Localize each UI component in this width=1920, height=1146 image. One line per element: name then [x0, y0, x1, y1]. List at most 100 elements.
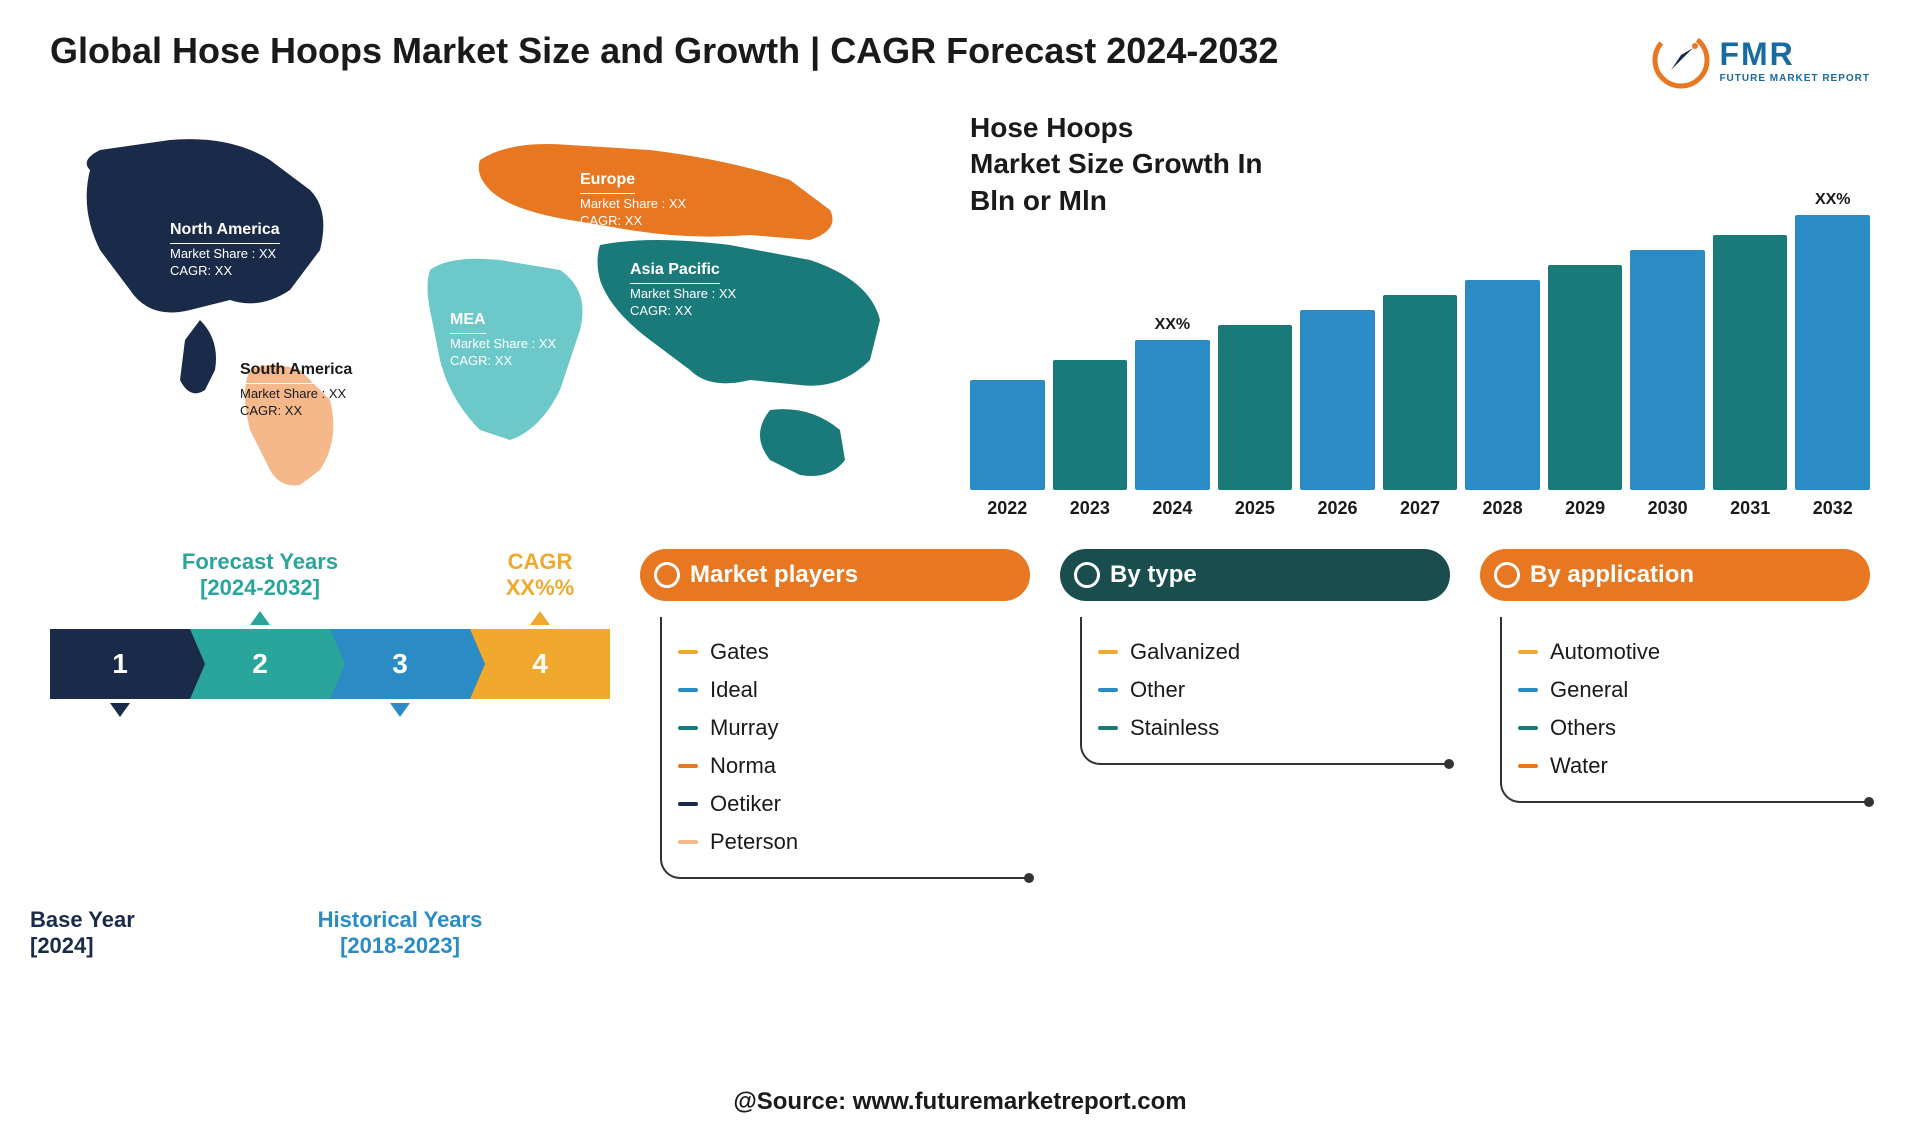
logo-text: FMR [1719, 36, 1870, 73]
bar [1135, 340, 1210, 490]
bar [1218, 325, 1293, 490]
bar-2025: 2025 [1218, 301, 1293, 519]
category-item: Peterson [678, 823, 1030, 861]
category-item-label: Oetiker [710, 791, 781, 817]
bar [970, 380, 1045, 490]
marker-icon [678, 726, 698, 730]
marker-icon [1518, 764, 1538, 768]
category-item: Norma [678, 747, 1030, 785]
category-item: Gates [678, 633, 1030, 671]
source-text: @Source: www.futuremarketreport.com [733, 1088, 1186, 1116]
category-by-type: By type Galvanized OtherStainless [1060, 549, 1450, 879]
marker-icon [1518, 650, 1538, 654]
category-item-label: Ideal [710, 677, 758, 703]
timeline-seg-4: 4 [470, 629, 610, 699]
world-map: North AmericaMarket Share : XXCAGR: XX So… [50, 110, 930, 490]
category-item: Water [1518, 747, 1870, 785]
forecast-label: Forecast Years[2024-2032] [170, 549, 350, 601]
logo-subtext: FUTURE MARKET REPORT [1719, 73, 1870, 84]
bar-2032: XX% 2032 [1795, 191, 1870, 519]
marker-icon [678, 764, 698, 768]
category-item: Oetiker [678, 785, 1030, 823]
category-item: Other [1098, 671, 1450, 709]
timeline: Forecast Years[2024-2032] CAGRXX%% 1 2 3… [50, 549, 610, 879]
category-item: General [1518, 671, 1870, 709]
category-item-label: Others [1550, 715, 1616, 741]
bar [1465, 280, 1540, 490]
category-item: Ideal [678, 671, 1030, 709]
bar [1630, 250, 1705, 490]
arrow-down-icon [110, 703, 130, 717]
bar-2022: 2022 [970, 356, 1045, 519]
category-item: Others [1518, 709, 1870, 747]
marker-icon [1098, 688, 1118, 692]
bar-year-label: 2025 [1235, 498, 1275, 519]
timeline-seg-2: 2 [190, 629, 330, 699]
bar [1713, 235, 1788, 490]
timeline-seg-1: 1 [50, 629, 190, 699]
marker-icon [678, 688, 698, 692]
bar [1548, 265, 1623, 490]
category-item-label: Water [1550, 753, 1608, 779]
bar-top-label: XX% [1815, 191, 1851, 211]
region-south-america: South AmericaMarket Share : XXCAGR: XX [240, 360, 352, 420]
chart-title: Hose Hoops Market Size Growth In Bln or … [970, 110, 1870, 219]
category-item-label: Galvanized [1130, 639, 1240, 665]
bar-year-label: 2022 [987, 498, 1027, 519]
region-asia-pacific: Asia PacificMarket Share : XXCAGR: XX [630, 260, 736, 320]
historical-label: Historical Years[2018-2023] [310, 907, 490, 959]
category-header: By type [1060, 549, 1450, 601]
bar-2027: 2027 [1383, 271, 1458, 519]
region-north-america: North AmericaMarket Share : XXCAGR: XX [170, 220, 280, 280]
bar-year-label: 2030 [1648, 498, 1688, 519]
logo-icon [1651, 30, 1711, 90]
category-item: Galvanized [1098, 633, 1450, 671]
marker-icon [1518, 688, 1538, 692]
bar-2026: 2026 [1300, 286, 1375, 519]
bar [1383, 295, 1458, 490]
bar-year-label: 2028 [1483, 498, 1523, 519]
bar-year-label: 2023 [1070, 498, 1110, 519]
category-body: Gates Ideal Murray Norma Oetiker Peterson [660, 617, 1030, 879]
bar-2029: 2029 [1548, 241, 1623, 519]
category-item-label: Gates [710, 639, 769, 665]
category-item-label: General [1550, 677, 1628, 703]
bar-year-label: 2031 [1730, 498, 1770, 519]
marker-icon [1098, 650, 1118, 654]
marker-icon [1518, 726, 1538, 730]
marker-icon [678, 802, 698, 806]
marker-icon [1098, 726, 1118, 730]
arrow-up-icon [530, 611, 550, 625]
cagr-label: CAGRXX%% [450, 549, 630, 601]
timeline-seg-3: 3 [330, 629, 470, 699]
category-item-label: Murray [710, 715, 778, 741]
bar-2028: 2028 [1465, 256, 1540, 519]
map-svg [50, 110, 930, 490]
bar-2023: 2023 [1053, 336, 1128, 519]
bar [1300, 310, 1375, 490]
category-item: Stainless [1098, 709, 1450, 747]
growth-chart: Hose Hoops Market Size Growth In Bln or … [970, 110, 1870, 519]
page-title: Global Hose Hoops Market Size and Growth… [50, 30, 1278, 72]
region-mea: MEAMarket Share : XXCAGR: XX [450, 310, 556, 370]
category-header: Market players [640, 549, 1030, 601]
bar-2031: 2031 [1713, 211, 1788, 519]
category-body: Galvanized OtherStainless [1080, 617, 1450, 765]
bar-2030: 2030 [1630, 226, 1705, 519]
bar-year-label: 2032 [1813, 498, 1853, 519]
region-europe: EuropeMarket Share : XXCAGR: XX [580, 170, 686, 230]
bar-year-label: 2027 [1400, 498, 1440, 519]
category-market-players: Market players Gates Ideal Murray Norma Oetik… [640, 549, 1030, 879]
arrow-down-icon [390, 703, 410, 717]
base-year-label: Base Year[2024] [30, 907, 210, 959]
bar-year-label: 2024 [1152, 498, 1192, 519]
category-item: Automotive [1518, 633, 1870, 671]
bar-year-label: 2026 [1317, 498, 1357, 519]
bar [1053, 360, 1128, 490]
category-item: Murray [678, 709, 1030, 747]
marker-icon [678, 840, 698, 844]
bar-top-label: XX% [1155, 316, 1191, 336]
category-item-label: Peterson [710, 829, 798, 855]
marker-icon [678, 650, 698, 654]
category-by-application: By applicationAutomotiveGeneralOthersWat… [1480, 549, 1870, 879]
